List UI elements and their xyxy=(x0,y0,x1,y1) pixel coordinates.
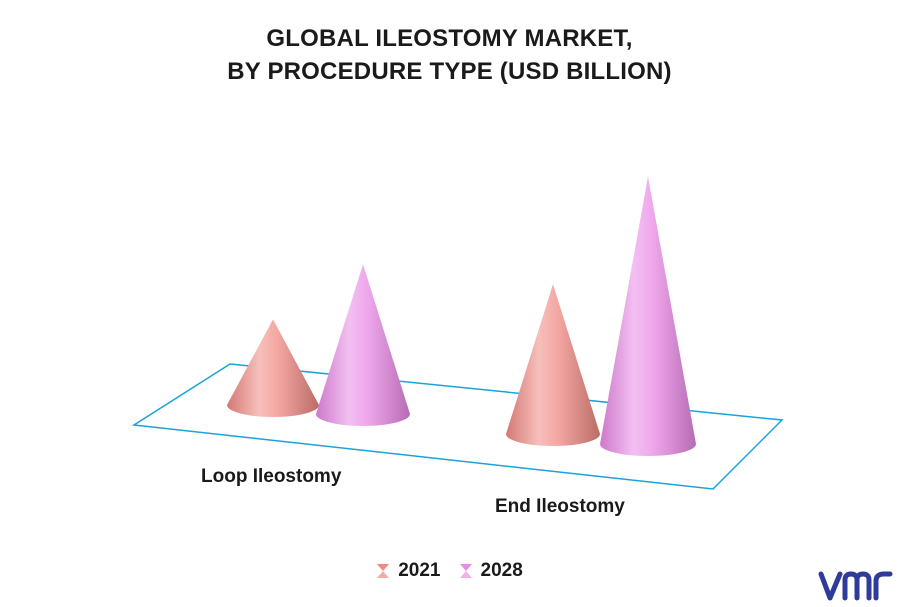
cone-end-ileostomy-2021 xyxy=(506,284,600,446)
chart-title: GLOBAL ILEOSTOMY MARKET, BY PROCEDURE TY… xyxy=(0,22,899,88)
cone-end-ileostomy-2028 xyxy=(600,176,696,456)
chart-legend: 2021 2028 xyxy=(0,560,899,582)
category-label-end-ileostomy: End Ileostomy xyxy=(495,496,625,517)
cone-loop-ileostomy-2028 xyxy=(316,264,410,426)
vmr-logo xyxy=(818,571,893,601)
chart-title-line-1: GLOBAL ILEOSTOMY MARKET, xyxy=(266,25,633,52)
legend-label-2028: 2028 xyxy=(480,560,523,581)
chart-title-line-2: BY PROCEDURE TYPE (USD BILLION) xyxy=(227,58,672,85)
chart-floor-plane xyxy=(131,363,784,490)
legend-swatch-2028 xyxy=(459,564,472,578)
legend-label-2021: 2021 xyxy=(398,560,441,581)
category-label-loop-ileostomy: Loop Ileostomy xyxy=(201,466,342,487)
legend-swatch-2021 xyxy=(377,564,390,578)
legend-item-2021: 2021 xyxy=(376,560,441,582)
cone-loop-ileostomy-2021 xyxy=(227,319,319,417)
legend-item-2028: 2028 xyxy=(459,560,523,582)
